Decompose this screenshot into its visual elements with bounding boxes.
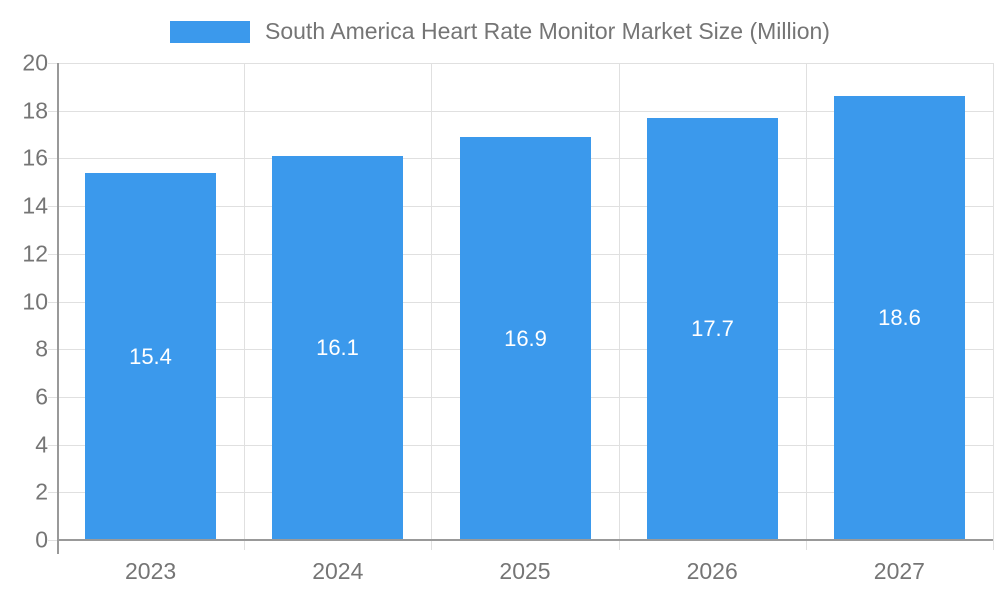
y-axis-tick-label: 12 [22,240,48,267]
legend-swatch [170,20,250,43]
bar-2024[interactable]: 16.1 [272,156,403,540]
plot-area: 15.4 16.1 16.9 17.7 18.6 [48,63,994,554]
y-axis-tick-label: 8 [35,335,48,362]
gridline-vertical [619,63,620,550]
gridline-vertical [993,63,994,550]
x-axis-tick-label: 2025 [499,558,551,584]
bar-2027[interactable]: 18.6 [834,96,965,540]
gridline-vertical [806,63,807,550]
y-axis-tick-label: 18 [22,97,48,124]
legend-label: South America Heart Rate Monitor Market … [265,18,830,44]
x-axis-tick-label: 2027 [873,558,925,584]
bar-value-label: 16.1 [316,335,359,360]
gridline-vertical [244,63,245,550]
legend-item[interactable]: South America Heart Rate Monitor Market … [0,18,1000,45]
x-axis-tick-label: 2026 [686,558,738,584]
bar-2026[interactable]: 17.7 [647,118,778,540]
bar-value-label: 17.7 [691,316,734,341]
bar-2025[interactable]: 16.9 [460,137,591,540]
y-axis-tick-label: 16 [22,144,48,171]
y-axis-tick-label: 20 [22,49,48,76]
x-axis-tick-label: 2023 [125,558,177,584]
x-axis-line [57,539,993,541]
bar-value-label: 18.6 [878,305,921,330]
gridline-horizontal [48,63,993,64]
bar-value-label: 16.9 [504,325,547,351]
gridline-horizontal [48,111,993,112]
axis-tick [48,540,57,541]
bar-2023[interactable]: 15.4 [85,173,216,540]
y-axis-tick-label: 4 [35,431,48,458]
y-axis-tick-label: 10 [22,288,48,315]
x-axis-tick-label: 2024 [312,558,364,584]
y-axis-line [57,63,59,554]
y-axis-tick-label: 2 [35,478,48,505]
gridline-vertical [431,63,432,550]
y-axis-tick-label: 6 [35,383,48,410]
y-axis-tick-label: 0 [35,526,48,553]
y-axis-tick-label: 14 [22,192,48,219]
bar-value-label: 15.4 [129,343,172,369]
